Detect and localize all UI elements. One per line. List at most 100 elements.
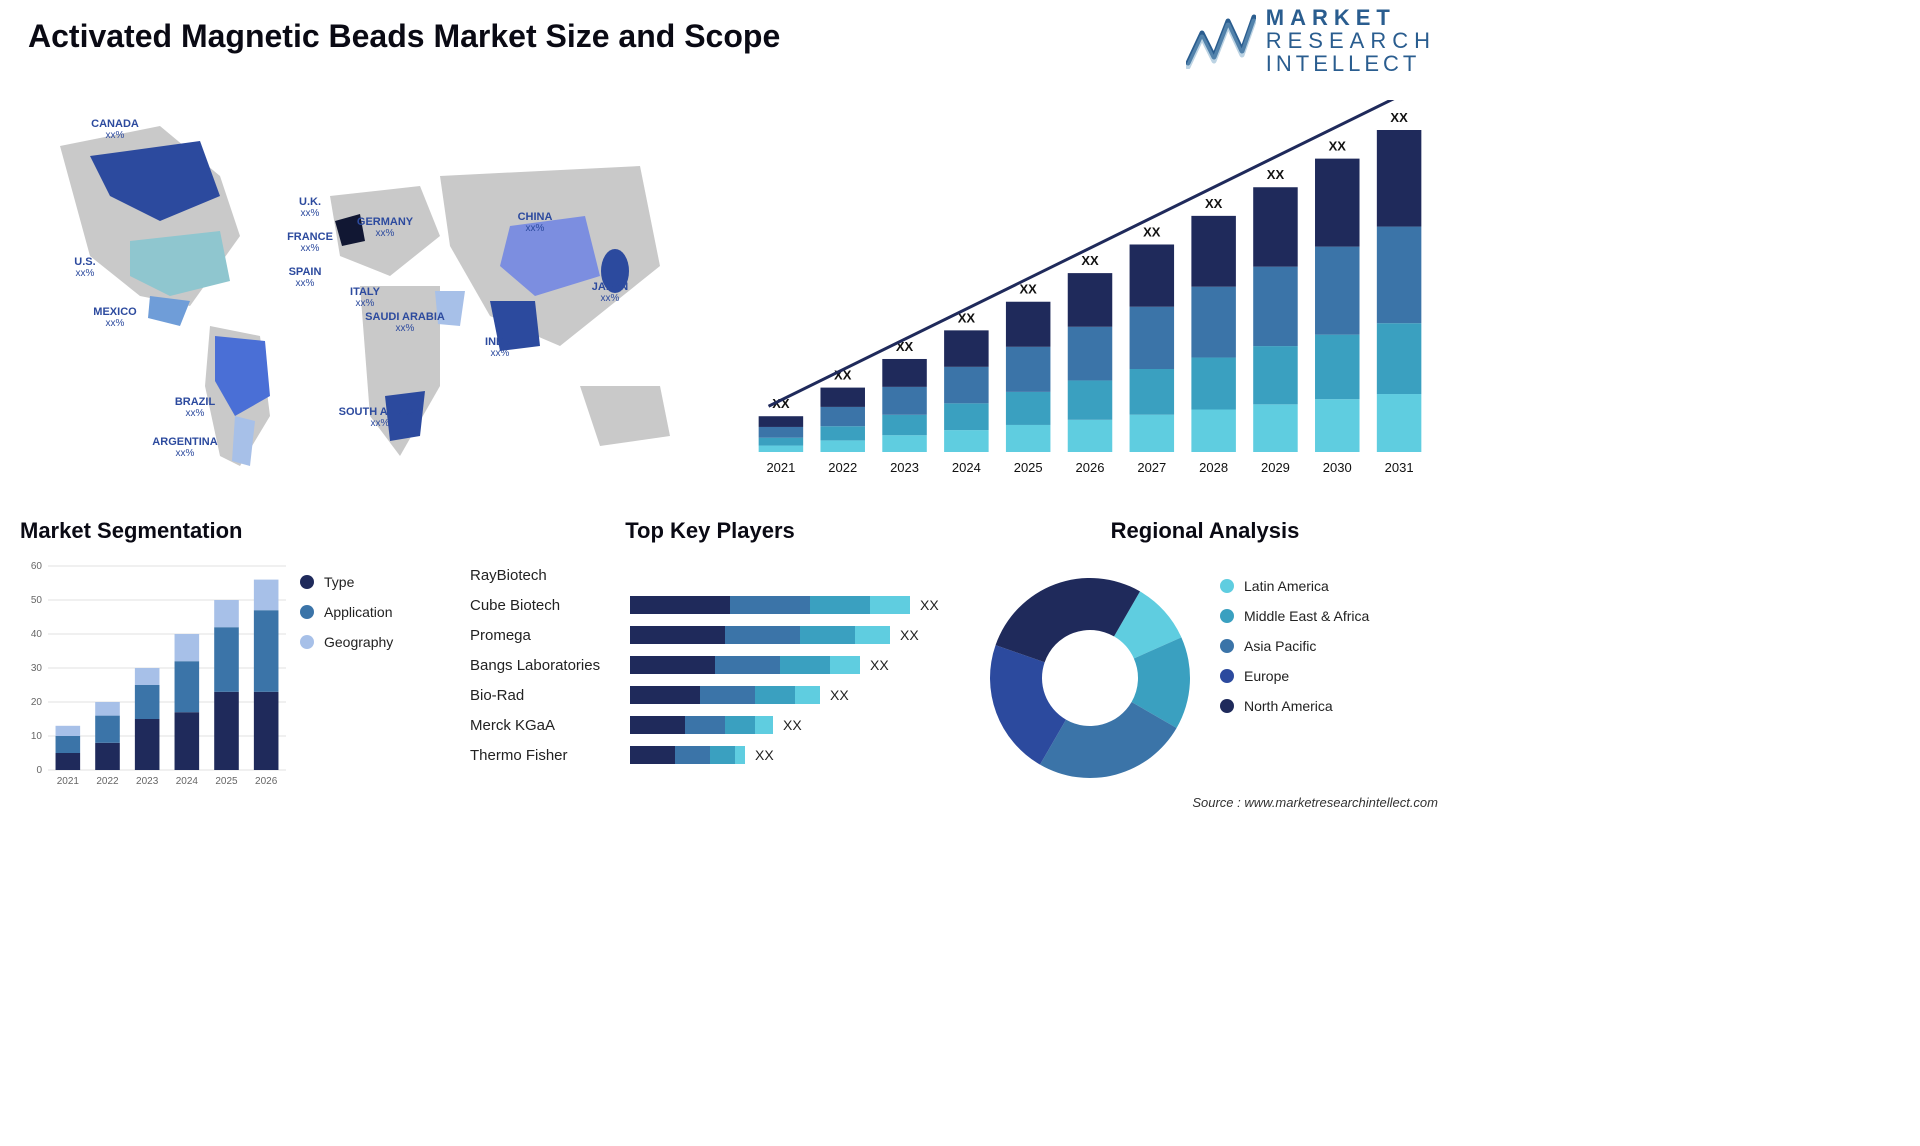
map-label: INDIAxx%	[485, 336, 515, 359]
svg-text:2023: 2023	[890, 460, 919, 475]
svg-text:2021: 2021	[766, 460, 795, 475]
svg-text:30: 30	[31, 663, 43, 674]
svg-text:2022: 2022	[828, 460, 857, 475]
svg-text:20: 20	[31, 697, 43, 708]
segmentation-legend: TypeApplicationGeography	[300, 574, 393, 650]
segmentation-chart: 0102030405060202120222023202420252026	[20, 560, 290, 790]
player-name: Bio-Rad	[470, 687, 630, 704]
player-bar-segment	[630, 716, 685, 734]
player-bar: XX	[630, 746, 950, 764]
player-value: XX	[900, 627, 919, 643]
player-bar-segment	[685, 716, 725, 734]
svg-text:2024: 2024	[952, 460, 981, 475]
player-row: RayBiotech	[470, 560, 950, 590]
player-bar-segment	[715, 656, 780, 674]
svg-text:40: 40	[31, 629, 43, 640]
player-row: Cube Biotech XX	[470, 590, 950, 620]
svg-text:60: 60	[31, 561, 43, 572]
player-name: Thermo Fisher	[470, 747, 630, 764]
legend-swatch	[300, 605, 314, 619]
player-name: Cube Biotech	[470, 597, 630, 614]
player-name: RayBiotech	[470, 567, 630, 584]
svg-text:XX: XX	[1081, 253, 1099, 268]
page-title: Activated Magnetic Beads Market Size and…	[28, 18, 780, 55]
map-label: SAUDI ARABIAxx%	[365, 311, 445, 334]
player-name: Promega	[470, 627, 630, 644]
svg-text:2031: 2031	[1385, 460, 1414, 475]
player-bar-segment	[810, 596, 870, 614]
regional-legend: Latin America Middle East & Africa Asia Pa…	[1220, 578, 1369, 714]
map-label: ITALYxx%	[350, 286, 380, 309]
map-label: FRANCExx%	[287, 231, 333, 254]
svg-text:2028: 2028	[1199, 460, 1228, 475]
players-panel: Top Key Players RayBiotechCube BiotechXX…	[470, 518, 950, 788]
legend-item: Application	[300, 604, 393, 620]
player-bar: XX	[630, 626, 950, 644]
player-row: Bio-Rad XX	[470, 680, 950, 710]
svg-text:XX: XX	[1329, 139, 1347, 154]
svg-text:2022: 2022	[96, 776, 119, 787]
player-bar: XX	[630, 686, 950, 704]
player-bar-segment	[755, 716, 773, 734]
player-value: XX	[920, 597, 939, 613]
player-bar-segment	[855, 626, 890, 644]
svg-text:2030: 2030	[1323, 460, 1352, 475]
player-bar: XX	[630, 656, 950, 674]
map-label: BRAZILxx%	[175, 396, 215, 419]
player-bar-segment	[755, 686, 795, 704]
legend-label: Asia Pacific	[1244, 638, 1316, 654]
player-bar-segment	[795, 686, 820, 704]
forecast-chart: XX2021XX2022XX2023XX2024XX2025XX2026XX20…	[740, 100, 1440, 480]
svg-text:2024: 2024	[176, 776, 199, 787]
regional-panel: Regional Analysis Latin America Middle Ea…	[970, 518, 1440, 788]
players-list: RayBiotech Cube Biotech XX Promega XX Bangs L…	[470, 560, 950, 770]
svg-text:50: 50	[31, 595, 43, 606]
legend-label: Geography	[324, 634, 393, 650]
player-bar-segment	[700, 686, 755, 704]
map-label: U.S.xx%	[74, 256, 95, 279]
segmentation-panel: Market Segmentation 01020304050602021202…	[20, 518, 440, 788]
brand-logo: MARKET RESEARCH INTELLECT	[1186, 6, 1436, 75]
player-bar-segment	[675, 746, 710, 764]
map-label: MEXICOxx%	[93, 306, 136, 329]
regional-title: Regional Analysis	[970, 518, 1440, 544]
svg-text:2025: 2025	[1014, 460, 1043, 475]
player-bar-segment	[725, 626, 800, 644]
svg-text:XX: XX	[1143, 224, 1161, 239]
svg-text:2029: 2029	[1261, 460, 1290, 475]
regional-donut-chart	[980, 568, 1200, 788]
legend-item: Asia Pacific	[1220, 638, 1369, 654]
player-bar-segment	[735, 746, 745, 764]
map-label: CHINAxx%	[518, 211, 553, 234]
svg-text:2026: 2026	[255, 776, 278, 787]
legend-label: North America	[1244, 698, 1333, 714]
player-bar: XX	[630, 596, 950, 614]
player-name: Bangs Laboratories	[470, 657, 630, 674]
legend-label: Latin America	[1244, 578, 1329, 594]
legend-swatch	[300, 635, 314, 649]
legend-swatch	[1220, 699, 1234, 713]
player-bar-segment	[730, 596, 810, 614]
logo-line-3: INTELLECT	[1266, 52, 1436, 75]
player-value: XX	[870, 657, 889, 673]
player-bar-segment	[830, 656, 860, 674]
player-bar-segment	[780, 656, 830, 674]
map-label: SPAINxx%	[289, 266, 322, 289]
svg-text:2023: 2023	[136, 776, 159, 787]
player-bar	[630, 566, 950, 584]
legend-label: Middle East & Africa	[1244, 608, 1369, 624]
player-bar-segment	[630, 746, 675, 764]
source-attribution: Source : www.marketresearchintellect.com	[1192, 795, 1438, 810]
player-value: XX	[830, 687, 849, 703]
legend-item: Europe	[1220, 668, 1369, 684]
legend-label: Europe	[1244, 668, 1289, 684]
player-row: Merck KGaAXX	[470, 710, 950, 740]
legend-swatch	[1220, 639, 1234, 653]
legend-item: Middle East & Africa	[1220, 608, 1369, 624]
svg-text:2021: 2021	[57, 776, 80, 787]
legend-swatch	[1220, 669, 1234, 683]
map-label: ARGENTINAxx%	[152, 436, 217, 459]
legend-item: Geography	[300, 634, 393, 650]
svg-text:XX: XX	[1020, 282, 1038, 297]
world-map-panel: CANADAxx%U.S.xx%MEXICOxx%BRAZILxx%ARGENT…	[20, 86, 720, 486]
